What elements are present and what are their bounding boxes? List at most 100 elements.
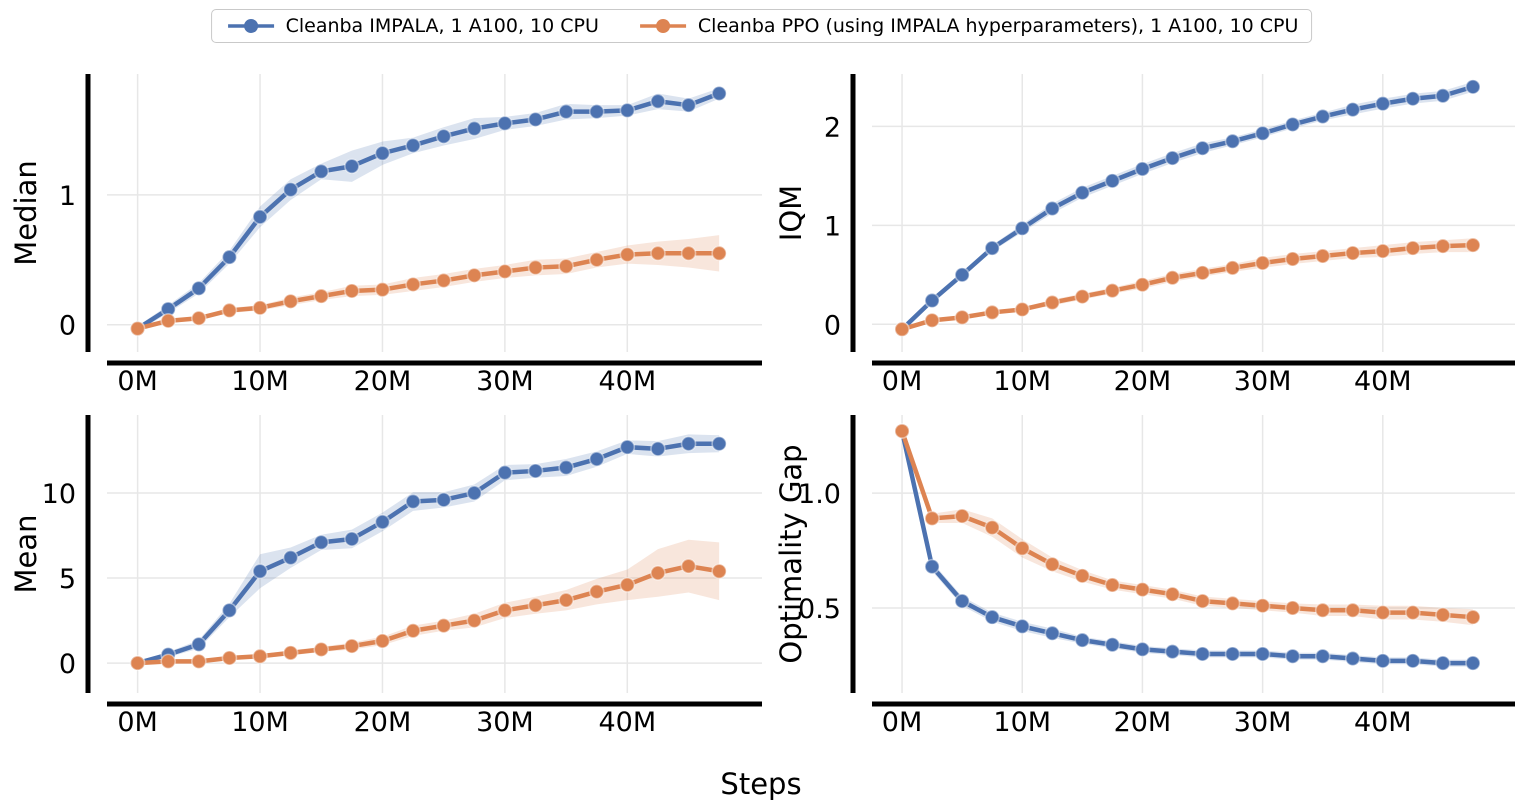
data-point-cleanba-impala (1465, 655, 1481, 671)
data-point-cleanba-ppo-using-impala-hyperparameters (984, 304, 1000, 321)
data-point-cleanba-ppo-using-impala-hyperparameters (1224, 260, 1241, 276)
data-point-cleanba-ppo-using-impala-hyperparameters (1284, 600, 1301, 616)
confidence-band-cleanba-ppo-using-impala-hyperparameters (137, 539, 720, 664)
y-axis-label: IQM (774, 185, 808, 241)
x-tick-label: 0M (882, 707, 922, 738)
data-point-cleanba-impala (1405, 90, 1421, 107)
data-point-cleanba-impala (1074, 632, 1091, 648)
data-point-cleanba-ppo-using-impala-hyperparameters (1014, 301, 1031, 318)
data-point-cleanba-ppo-using-impala-hyperparameters (435, 272, 452, 289)
data-point-cleanba-ppo-using-impala-hyperparameters (954, 309, 970, 326)
data-point-cleanba-ppo-using-impala-hyperparameters (252, 648, 268, 665)
data-point-cleanba-impala (1224, 646, 1241, 662)
data-point-cleanba-ppo-using-impala-hyperparameters (313, 641, 330, 658)
data-point-cleanba-ppo-using-impala-hyperparameters (1374, 243, 1391, 259)
x-tick-label: 10M (231, 366, 289, 397)
y-tick-label: 2 (824, 112, 841, 143)
data-point-cleanba-impala (374, 145, 391, 162)
legend-item-impala: Cleanba IMPALA, 1 A100, 10 CPU (225, 15, 599, 37)
data-point-cleanba-ppo-using-impala-hyperparameters (435, 617, 452, 634)
data-point-cleanba-ppo-using-impala-hyperparameters (1344, 245, 1361, 261)
data-point-cleanba-impala (252, 563, 268, 580)
data-point-cleanba-impala (497, 464, 513, 481)
data-point-cleanba-impala (1254, 125, 1271, 142)
data-point-cleanba-ppo-using-impala-hyperparameters (1344, 602, 1361, 619)
legend-dot-ppo (655, 19, 670, 33)
data-point-cleanba-impala (374, 514, 391, 530)
confidence-band-cleanba-impala (902, 428, 1473, 667)
data-point-cleanba-impala (1405, 653, 1421, 669)
data-point-cleanba-impala (984, 609, 1000, 625)
data-point-cleanba-impala (1104, 636, 1121, 653)
x-tick-label: 10M (993, 366, 1051, 397)
data-point-cleanba-impala (1374, 653, 1391, 669)
data-point-cleanba-impala (984, 240, 1000, 256)
data-point-cleanba-impala (1224, 133, 1241, 150)
x-tick-label: 20M (354, 707, 412, 738)
x-tick-label: 30M (476, 366, 534, 397)
data-point-cleanba-ppo-using-impala-hyperparameters (221, 650, 238, 666)
data-point-cleanba-impala (344, 531, 360, 547)
y-tick-label: 0 (59, 649, 76, 680)
data-point-cleanba-ppo-using-impala-hyperparameters (1405, 604, 1421, 621)
data-point-cleanba-ppo-using-impala-hyperparameters (1254, 597, 1271, 614)
data-point-cleanba-impala (466, 120, 483, 137)
data-point-cleanba-ppo-using-impala-hyperparameters (1314, 602, 1331, 619)
data-point-cleanba-ppo-using-impala-hyperparameters (374, 633, 391, 649)
x-tick-label: 30M (1234, 366, 1292, 397)
data-point-cleanba-impala (1044, 625, 1061, 642)
data-point-cleanba-impala (282, 549, 299, 566)
data-point-cleanba-impala (924, 292, 940, 309)
data-point-cleanba-impala (711, 435, 727, 452)
data-point-cleanba-ppo-using-impala-hyperparameters (711, 245, 727, 262)
data-point-cleanba-ppo-using-impala-hyperparameters (1164, 586, 1181, 603)
data-point-cleanba-ppo-using-impala-hyperparameters (894, 423, 910, 439)
data-point-cleanba-ppo-using-impala-hyperparameters (344, 283, 360, 299)
data-point-cleanba-impala (191, 280, 207, 297)
legend-dot-impala (243, 19, 258, 33)
data-point-cleanba-impala (588, 451, 605, 467)
data-point-cleanba-ppo-using-impala-hyperparameters (1164, 270, 1181, 286)
data-point-cleanba-ppo-using-impala-hyperparameters (558, 592, 574, 608)
data-point-cleanba-impala (1014, 618, 1031, 635)
data-point-cleanba-ppo-using-impala-hyperparameters (650, 245, 666, 262)
series-line-cleanba-impala (135, 91, 722, 331)
data-point-cleanba-impala (924, 558, 940, 575)
data-point-cleanba-impala (1465, 79, 1481, 95)
data-point-cleanba-ppo-using-impala-hyperparameters (466, 267, 483, 284)
data-point-cleanba-ppo-using-impala-hyperparameters (129, 655, 146, 671)
data-point-cleanba-impala (1435, 87, 1451, 104)
data-point-cleanba-ppo-using-impala-hyperparameters (1194, 593, 1211, 609)
y-tick-label: 0 (824, 310, 841, 341)
data-point-cleanba-impala (221, 249, 238, 265)
data-point-cleanba-impala (1194, 646, 1211, 662)
data-point-cleanba-ppo-using-impala-hyperparameters (374, 281, 391, 298)
legend: Cleanba IMPALA, 1 A100, 10 CPU Cleanba P… (210, 9, 1313, 43)
data-point-cleanba-impala (619, 102, 636, 119)
data-point-cleanba-impala (1164, 150, 1181, 166)
x-tick-label: 10M (231, 707, 289, 738)
data-point-cleanba-impala (1344, 101, 1361, 118)
x-tick-label: 40M (598, 366, 656, 397)
data-point-cleanba-ppo-using-impala-hyperparameters (588, 583, 605, 600)
data-point-cleanba-ppo-using-impala-hyperparameters (282, 645, 299, 661)
x-tick-label: 20M (1114, 366, 1172, 397)
data-point-cleanba-impala (619, 439, 636, 455)
data-point-cleanba-impala (1104, 173, 1121, 189)
data-point-cleanba-impala (1284, 116, 1301, 133)
data-point-cleanba-ppo-using-impala-hyperparameters (129, 320, 146, 337)
x-axis-label: Steps (720, 767, 801, 801)
data-point-cleanba-impala (650, 93, 666, 110)
data-point-cleanba-ppo-using-impala-hyperparameters (1405, 240, 1421, 256)
data-point-cleanba-ppo-using-impala-hyperparameters (1194, 265, 1211, 281)
x-tick-label: 0M (117, 366, 157, 397)
data-point-cleanba-ppo-using-impala-hyperparameters (405, 622, 421, 639)
data-point-cleanba-ppo-using-impala-hyperparameters (984, 519, 1000, 536)
data-point-cleanba-impala (1134, 161, 1151, 177)
y-tick-label: 1.0 (798, 479, 841, 510)
data-point-cleanba-ppo-using-impala-hyperparameters (1104, 577, 1121, 593)
y-tick-label: 0 (59, 311, 76, 342)
data-point-cleanba-ppo-using-impala-hyperparameters (1074, 288, 1091, 305)
